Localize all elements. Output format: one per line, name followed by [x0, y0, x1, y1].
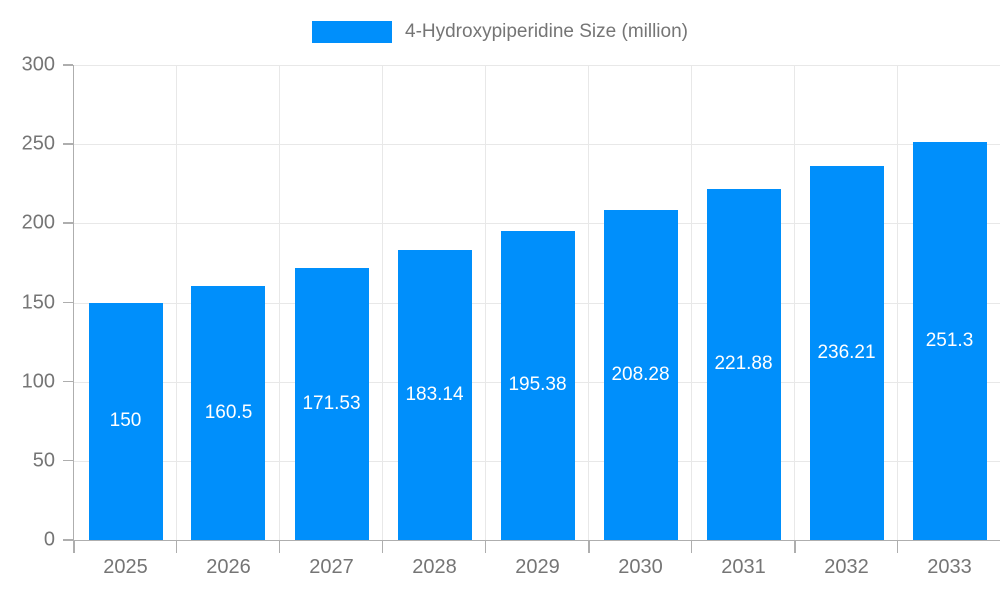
gridline-vertical — [278, 65, 280, 540]
gridline-vertical — [588, 65, 589, 540]
x-axis-tick — [278, 540, 281, 553]
bar-value-label: 183.14 — [405, 384, 464, 406]
gridline-horizontal — [74, 144, 1000, 146]
y-axis-tick — [63, 222, 73, 224]
x-axis-tick — [896, 540, 899, 553]
gridline-vertical — [175, 65, 177, 540]
x-axis-label: 2031 — [721, 556, 766, 578]
y-axis-tick — [63, 64, 73, 66]
y-axis-tick-label: 100 — [21, 370, 55, 393]
gridline-vertical — [794, 65, 795, 540]
x-axis-label: 2030 — [618, 556, 663, 578]
bar[interactable]: 195.38 — [500, 230, 575, 540]
bar-value-label: 150 — [109, 410, 142, 432]
bar[interactable]: 208.28 — [603, 210, 678, 540]
bar[interactable]: 160.5 — [191, 285, 266, 540]
x-axis-tick — [484, 540, 487, 553]
bar[interactable]: 171.53 — [294, 268, 369, 540]
x-axis-label: 2027 — [309, 556, 354, 578]
legend-swatch — [312, 21, 392, 43]
bar-value-label: 208.28 — [611, 364, 670, 386]
y-axis-tick — [63, 380, 73, 383]
bar-value-label: 221.88 — [714, 353, 773, 375]
y-axis-tick-label: 150 — [21, 291, 55, 313]
x-axis-tick — [175, 540, 178, 553]
x-axis-tick — [690, 540, 693, 553]
bar-value-label: 236.21 — [817, 342, 876, 363]
bar-value-label: 160.5 — [204, 401, 253, 423]
gridline-vertical — [896, 65, 898, 540]
x-axis-tick — [381, 540, 384, 553]
y-axis-tick-label: 50 — [32, 449, 55, 472]
x-axis-tick — [73, 540, 75, 553]
bar[interactable]: 150 — [88, 302, 163, 540]
gridline-horizontal — [74, 223, 1000, 225]
y-axis-tick — [63, 301, 73, 303]
x-axis-label: 2026 — [206, 556, 251, 578]
gridline-vertical — [381, 65, 383, 540]
legend-label: 4-Hydroxypiperidine Size (million) — [405, 21, 688, 42]
bar[interactable]: 236.21 — [809, 166, 884, 540]
gridline-vertical — [690, 65, 692, 540]
y-axis-tick-label: 0 — [43, 528, 55, 551]
gridline-horizontal — [74, 65, 1000, 66]
y-axis-tick-label: 250 — [21, 132, 55, 155]
x-axis-tick — [794, 540, 796, 553]
x-axis-label: 2029 — [515, 556, 560, 578]
x-axis-label: 2028 — [412, 556, 457, 578]
y-axis-tick — [63, 143, 73, 145]
y-axis-tick — [63, 539, 73, 541]
bar-value-label: 251.3 — [925, 330, 974, 352]
bar-value-label: 195.38 — [508, 374, 567, 396]
x-axis-label: 2033 — [927, 556, 972, 578]
x-axis-label: 2032 — [824, 556, 869, 578]
plot-area: 150 2025 160.5 2026 171.53 2027 183.14 2028 195.… — [63, 64, 1000, 578]
bar[interactable]: 221.88 — [706, 188, 781, 540]
bar[interactable]: 251.3 — [912, 142, 987, 540]
legend-item[interactable]: 4-Hydroxypiperidine Size (million) — [0, 21, 1000, 43]
x-axis-tick — [588, 540, 590, 553]
y-axis-tick-label: 200 — [21, 211, 55, 234]
bar-value-label: 171.53 — [302, 393, 361, 415]
y-axis-tick-label: 300 — [21, 53, 55, 76]
y-axis-tick — [63, 459, 73, 462]
y-axis-labels: 0 50 100 150 200 250 300 — [0, 54, 55, 551]
bar[interactable]: 183.14 — [397, 250, 472, 540]
x-axis-label: 2025 — [103, 556, 148, 578]
gridline-vertical — [484, 65, 486, 540]
